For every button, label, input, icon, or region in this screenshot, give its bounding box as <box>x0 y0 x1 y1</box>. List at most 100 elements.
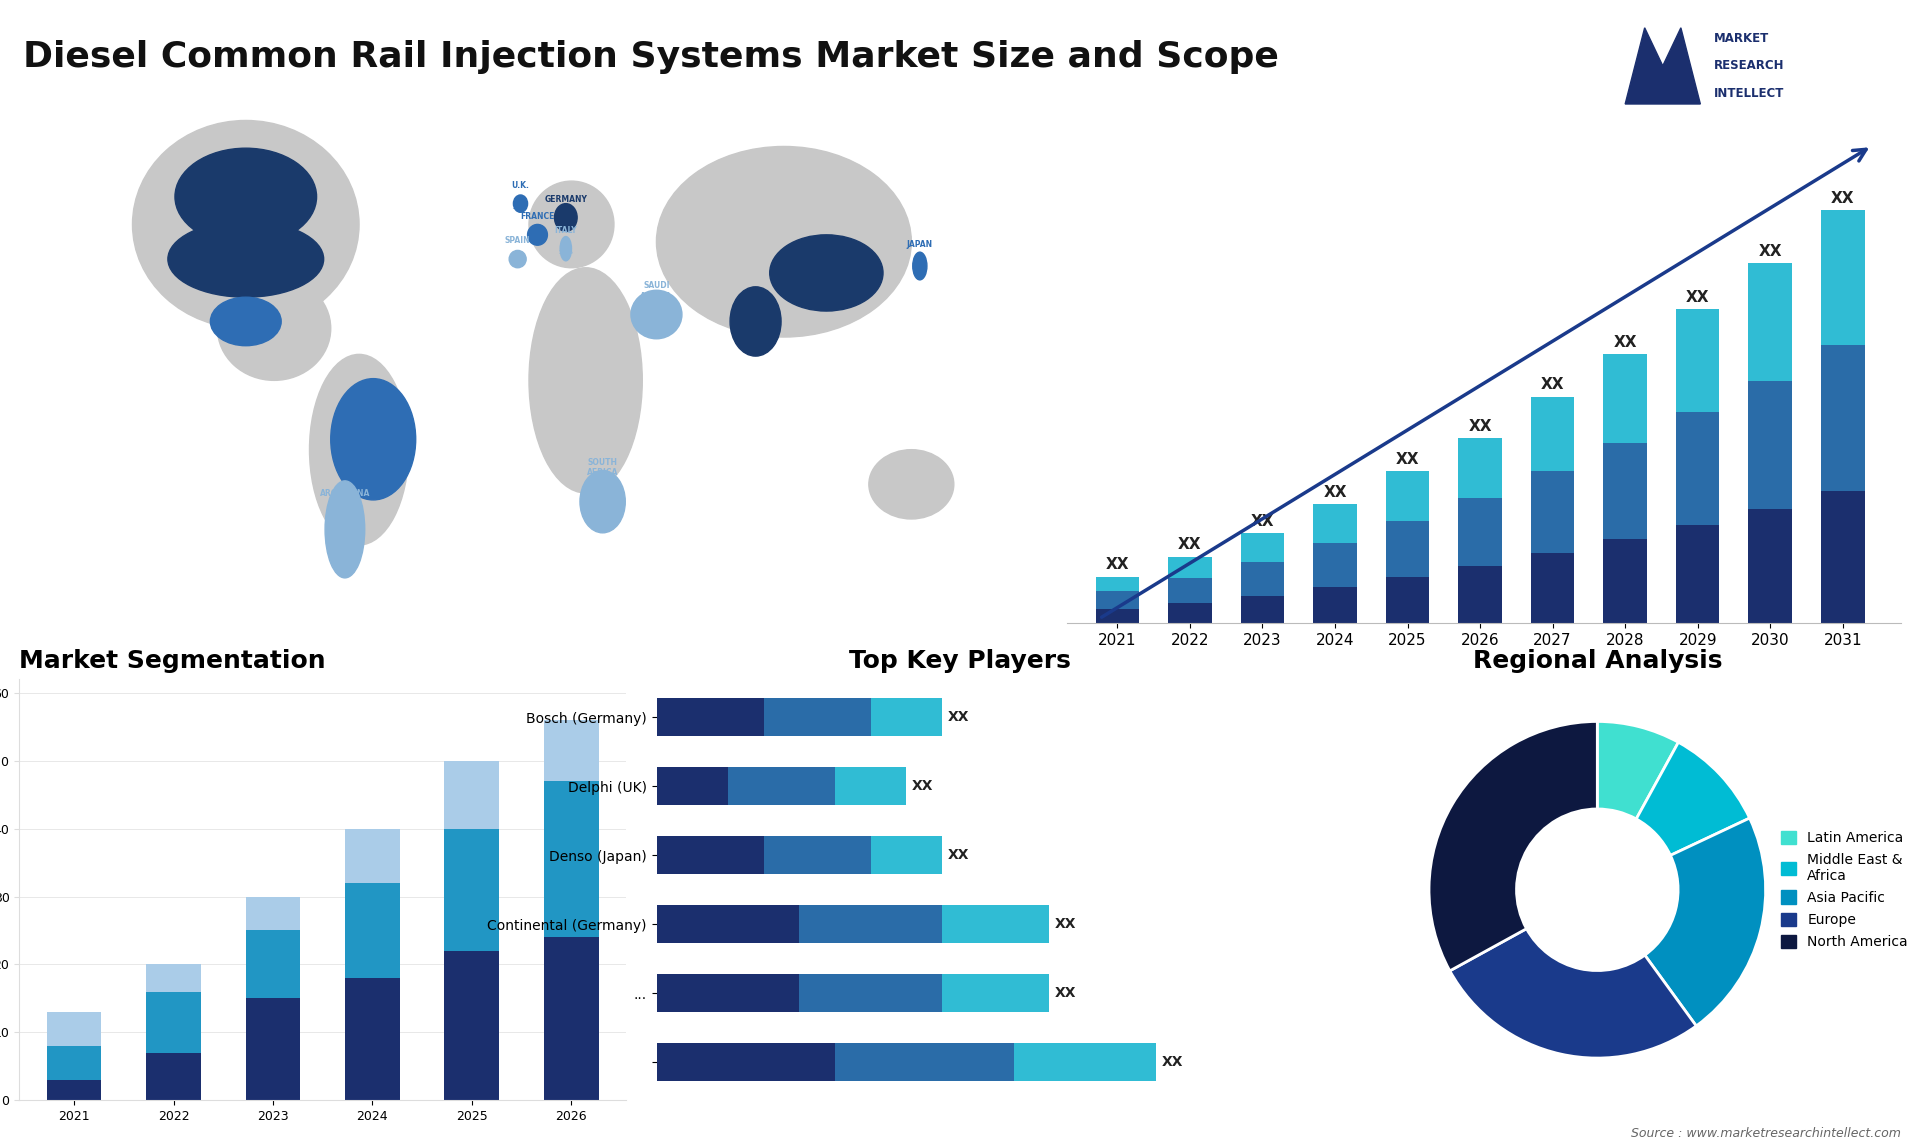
Text: JAPAN: JAPAN <box>906 240 933 249</box>
Bar <box>1386 471 1428 521</box>
Text: xx%: xx% <box>559 218 574 223</box>
Bar <box>1240 533 1284 562</box>
Text: xx%: xx% <box>238 259 253 265</box>
Text: MEXICO: MEXICO <box>228 299 263 307</box>
Ellipse shape <box>330 378 417 500</box>
Text: xx%: xx% <box>367 435 380 442</box>
Bar <box>1240 596 1284 623</box>
Wedge shape <box>1645 818 1766 1026</box>
Text: XX: XX <box>1162 1055 1183 1069</box>
Bar <box>543 937 599 1100</box>
Bar <box>1386 576 1428 623</box>
Bar <box>1530 471 1574 554</box>
Bar <box>346 978 399 1100</box>
Text: XX: XX <box>1054 917 1075 932</box>
Bar <box>146 965 202 991</box>
Bar <box>657 837 764 874</box>
Bar <box>657 905 799 943</box>
Bar <box>1014 1043 1156 1081</box>
Bar <box>1313 588 1357 623</box>
Ellipse shape <box>132 120 359 329</box>
Bar <box>872 837 943 874</box>
Bar <box>1096 609 1139 623</box>
Ellipse shape <box>324 481 365 578</box>
Text: xx%: xx% <box>238 322 253 328</box>
Text: INTELLECT: INTELLECT <box>1715 87 1786 100</box>
Ellipse shape <box>770 235 883 311</box>
Title: Regional Analysis: Regional Analysis <box>1473 650 1722 673</box>
Bar <box>1603 539 1647 623</box>
Wedge shape <box>1597 722 1678 819</box>
Bar <box>764 837 872 874</box>
Bar <box>1386 521 1428 576</box>
Text: BRAZIL: BRAZIL <box>357 413 388 422</box>
Ellipse shape <box>561 236 572 261</box>
Text: Diesel Common Rail Injection Systems Market Size and Scope: Diesel Common Rail Injection Systems Mar… <box>23 40 1279 74</box>
Ellipse shape <box>509 251 526 268</box>
Text: XX: XX <box>1686 290 1709 305</box>
Text: RESEARCH: RESEARCH <box>1715 60 1786 72</box>
Text: xx%: xx% <box>912 262 927 268</box>
Bar <box>943 974 1048 1012</box>
Bar <box>444 951 499 1100</box>
Bar <box>1167 578 1212 603</box>
Text: XX: XX <box>1396 452 1419 468</box>
Text: SOUTH
AFRICA: SOUTH AFRICA <box>588 458 618 478</box>
Text: xx%: xx% <box>238 194 253 199</box>
Bar <box>1820 210 1864 345</box>
Text: U.K.: U.K. <box>511 181 530 190</box>
Bar <box>835 768 906 806</box>
Ellipse shape <box>211 297 280 346</box>
Text: SPAIN: SPAIN <box>505 236 530 245</box>
Text: XX: XX <box>1054 987 1075 1000</box>
Text: CANADA: CANADA <box>228 171 263 180</box>
Bar <box>246 931 300 998</box>
Text: XX: XX <box>912 779 933 793</box>
Bar <box>46 1046 102 1080</box>
Ellipse shape <box>309 354 409 545</box>
Circle shape <box>1517 809 1678 971</box>
Text: ARGENTINA: ARGENTINA <box>321 489 371 499</box>
Bar <box>657 1043 835 1081</box>
Text: XX: XX <box>1250 513 1275 529</box>
Text: xx%: xx% <box>511 259 524 265</box>
Text: FRANCE: FRANCE <box>520 212 555 221</box>
Bar <box>1749 380 1791 509</box>
Bar <box>1459 566 1501 623</box>
Ellipse shape <box>530 268 643 493</box>
Bar <box>1676 413 1720 525</box>
Ellipse shape <box>217 276 330 380</box>
Ellipse shape <box>530 181 614 268</box>
Bar <box>1313 504 1357 543</box>
Bar <box>543 782 599 937</box>
Text: xx%: xx% <box>559 249 574 254</box>
Bar <box>1603 442 1647 539</box>
Ellipse shape <box>167 221 324 297</box>
Bar <box>1676 525 1720 623</box>
Ellipse shape <box>657 147 912 337</box>
Bar <box>943 905 1048 943</box>
Bar <box>1676 309 1720 413</box>
Text: xx%: xx% <box>595 492 611 497</box>
Text: XX: XX <box>1759 244 1782 259</box>
Ellipse shape <box>580 471 626 533</box>
Wedge shape <box>1636 743 1749 855</box>
Ellipse shape <box>870 449 954 519</box>
Bar <box>1167 557 1212 578</box>
Bar <box>444 829 499 951</box>
Text: ITALY: ITALY <box>555 226 578 235</box>
Bar <box>1096 576 1139 591</box>
Bar <box>146 991 202 1053</box>
Wedge shape <box>1428 722 1597 971</box>
Title: Top Key Players: Top Key Players <box>849 650 1071 673</box>
Polygon shape <box>1624 28 1701 104</box>
Text: XX: XX <box>1323 485 1346 500</box>
Ellipse shape <box>912 252 927 280</box>
Text: xx%: xx% <box>513 204 528 210</box>
Text: U.S.: U.S. <box>236 236 255 245</box>
Bar <box>1820 492 1864 623</box>
Bar <box>657 974 799 1012</box>
Bar <box>543 720 599 782</box>
Bar <box>246 998 300 1100</box>
Bar <box>872 699 943 737</box>
